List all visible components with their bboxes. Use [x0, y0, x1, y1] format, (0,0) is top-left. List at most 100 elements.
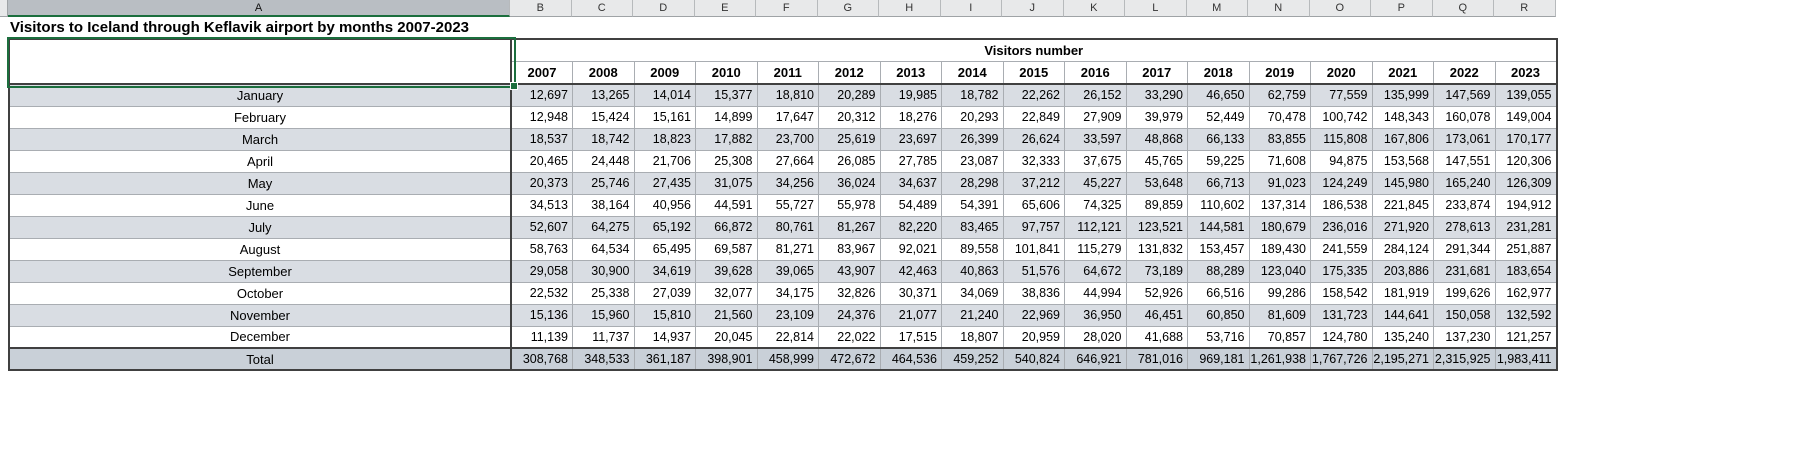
- cell-month-label[interactable]: February: [8, 105, 512, 129]
- cell-value[interactable]: 21,560: [695, 303, 758, 327]
- cell-value[interactable]: 70,857: [1248, 325, 1311, 349]
- cell-value[interactable]: 19,985: [879, 83, 942, 107]
- year-header-2016[interactable]: 2016: [1064, 60, 1127, 85]
- cell-value[interactable]: 121,257: [1494, 325, 1557, 349]
- cell-value[interactable]: 241,559: [1310, 237, 1373, 261]
- cell-value[interactable]: 65,495: [633, 237, 696, 261]
- cell-value[interactable]: 54,391: [941, 193, 1004, 217]
- cell-value[interactable]: 180,679: [1248, 215, 1311, 239]
- cell-value[interactable]: 44,591: [695, 193, 758, 217]
- year-header-2011[interactable]: 2011: [756, 60, 819, 85]
- cell-value[interactable]: 137,230: [1433, 325, 1496, 349]
- cell-value[interactable]: 44,994: [1064, 281, 1127, 305]
- cell-value[interactable]: 27,664: [756, 149, 819, 173]
- year-header-2021[interactable]: 2021: [1371, 60, 1434, 85]
- year-header-2017[interactable]: 2017: [1125, 60, 1188, 85]
- year-header-2023[interactable]: 2023: [1494, 60, 1557, 85]
- cell-value[interactable]: 27,435: [633, 171, 696, 195]
- cell-value[interactable]: 69,587: [695, 237, 758, 261]
- cell-value[interactable]: 153,457: [1187, 237, 1250, 261]
- cell-value[interactable]: 158,542: [1310, 281, 1373, 305]
- cell-value[interactable]: 28,020: [1064, 325, 1127, 349]
- cell-value[interactable]: 39,979: [1125, 105, 1188, 129]
- cell-value[interactable]: 97,757: [1002, 215, 1065, 239]
- cell-a1-title[interactable]: Visitors to Iceland through Keflavik air…: [8, 17, 1558, 38]
- year-header-2022[interactable]: 2022: [1433, 60, 1496, 85]
- cell-value[interactable]: 58,763: [510, 237, 573, 261]
- cell-selected-blank[interactable]: [8, 38, 512, 85]
- cell-value[interactable]: 48,868: [1125, 127, 1188, 151]
- cell-value[interactable]: 40,863: [941, 259, 1004, 283]
- cell-value[interactable]: 31,075: [695, 171, 758, 195]
- column-header-c[interactable]: C: [571, 0, 633, 17]
- cell-value[interactable]: 23,109: [756, 303, 819, 327]
- cell-value[interactable]: 55,727: [756, 193, 819, 217]
- cell-value[interactable]: 18,807: [941, 325, 1004, 349]
- column-header-a[interactable]: A: [8, 0, 510, 17]
- cell-value[interactable]: 150,058: [1433, 303, 1496, 327]
- cell-month-label[interactable]: December: [8, 325, 512, 349]
- cell-value[interactable]: 123,521: [1125, 215, 1188, 239]
- cell-value[interactable]: 59,225: [1187, 149, 1250, 173]
- cell-value[interactable]: 189,430: [1248, 237, 1311, 261]
- cell-value[interactable]: 148,343: [1371, 105, 1434, 129]
- fill-handle[interactable]: [510, 82, 518, 90]
- cell-total-value[interactable]: 308,768: [510, 347, 573, 371]
- year-header-2010[interactable]: 2010: [695, 60, 758, 85]
- cell-value[interactable]: 27,039: [633, 281, 696, 305]
- cell-value[interactable]: 21,240: [941, 303, 1004, 327]
- column-header-d[interactable]: D: [633, 0, 695, 17]
- cell-value[interactable]: 91,023: [1248, 171, 1311, 195]
- cell-value[interactable]: 23,700: [756, 127, 819, 151]
- cell-value[interactable]: 22,969: [1002, 303, 1065, 327]
- cell-month-label[interactable]: September: [8, 259, 512, 283]
- cell-value[interactable]: 112,121: [1064, 215, 1127, 239]
- column-header-m[interactable]: M: [1186, 0, 1248, 17]
- cell-value[interactable]: 55,978: [818, 193, 881, 217]
- column-header-g[interactable]: G: [817, 0, 879, 17]
- cell-value[interactable]: 18,823: [633, 127, 696, 151]
- cell-value[interactable]: 30,900: [572, 259, 635, 283]
- cell-total-label[interactable]: Total: [8, 347, 512, 371]
- cell-value[interactable]: 83,967: [818, 237, 881, 261]
- cell-value[interactable]: 15,136: [510, 303, 573, 327]
- cell-month-label[interactable]: January: [8, 83, 512, 107]
- cell-value[interactable]: 33,597: [1064, 127, 1127, 151]
- cell-value[interactable]: 45,227: [1064, 171, 1127, 195]
- cell-value[interactable]: 135,240: [1371, 325, 1434, 349]
- cell-value[interactable]: 36,024: [818, 171, 881, 195]
- cell-value[interactable]: 183,654: [1494, 259, 1557, 283]
- cell-value[interactable]: 11,737: [572, 325, 635, 349]
- cell-total-value[interactable]: 2,195,271: [1371, 347, 1434, 371]
- cell-value[interactable]: 53,648: [1125, 171, 1188, 195]
- cell-value[interactable]: 139,055: [1494, 83, 1557, 107]
- cell-value[interactable]: 32,077: [695, 281, 758, 305]
- cell-value[interactable]: 25,746: [572, 171, 635, 195]
- cell-value[interactable]: 24,376: [818, 303, 881, 327]
- cell-value[interactable]: 170,177: [1494, 127, 1557, 151]
- cell-value[interactable]: 120,306: [1494, 149, 1557, 173]
- cell-value[interactable]: 80,761: [756, 215, 819, 239]
- column-header-q[interactable]: Q: [1432, 0, 1494, 17]
- cell-value[interactable]: 43,907: [818, 259, 881, 283]
- cell-value[interactable]: 20,373: [510, 171, 573, 195]
- cell-value[interactable]: 144,581: [1187, 215, 1250, 239]
- cell-value[interactable]: 15,424: [572, 105, 635, 129]
- cell-value[interactable]: 46,451: [1125, 303, 1188, 327]
- cell-value[interactable]: 144,641: [1371, 303, 1434, 327]
- cell-value[interactable]: 233,874: [1433, 193, 1496, 217]
- cell-value[interactable]: 37,675: [1064, 149, 1127, 173]
- cell-value[interactable]: 39,628: [695, 259, 758, 283]
- cell-total-value[interactable]: 472,672: [818, 347, 881, 371]
- column-header-e[interactable]: E: [694, 0, 756, 17]
- cell-value[interactable]: 71,608: [1248, 149, 1311, 173]
- cell-value[interactable]: 173,061: [1433, 127, 1496, 151]
- cell-value[interactable]: 26,152: [1064, 83, 1127, 107]
- cell-value[interactable]: 37,212: [1002, 171, 1065, 195]
- cell-value[interactable]: 22,262: [1002, 83, 1065, 107]
- cell-value[interactable]: 132,592: [1494, 303, 1557, 327]
- cell-total-value[interactable]: 781,016: [1125, 347, 1188, 371]
- cell-value[interactable]: 18,537: [510, 127, 573, 151]
- cell-value[interactable]: 25,308: [695, 149, 758, 173]
- cell-value[interactable]: 231,681: [1433, 259, 1496, 283]
